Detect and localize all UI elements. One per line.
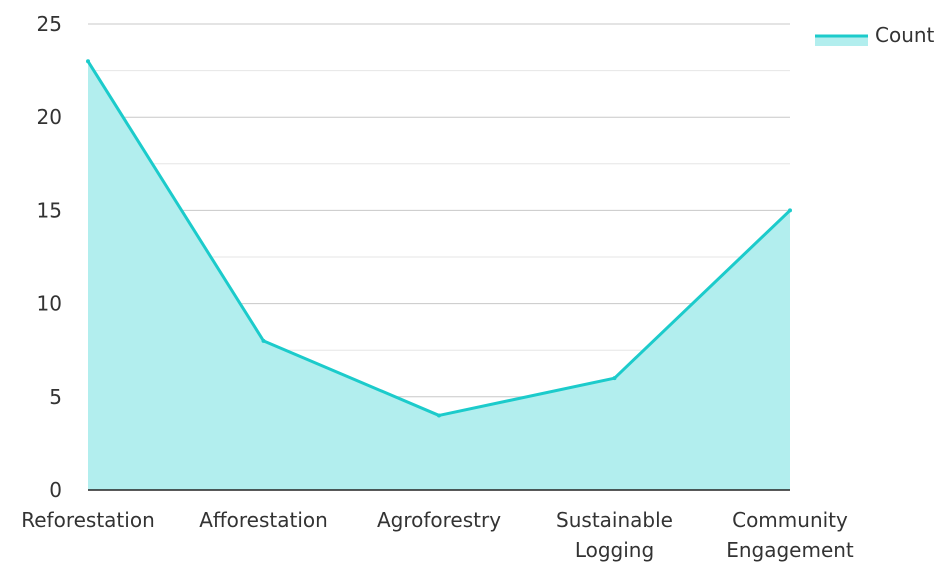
y-tick-label: 0 <box>49 478 62 502</box>
legend-label-count: Count <box>875 23 935 47</box>
x-tick-label: Community Engagement <box>726 508 854 562</box>
y-tick-label: 10 <box>37 292 62 316</box>
data-point <box>437 413 441 418</box>
data-point <box>86 59 90 64</box>
legend: Count <box>815 23 935 47</box>
area-series-layer <box>86 59 792 490</box>
x-tick-label: Afforestation <box>199 508 328 532</box>
y-tick-label: 15 <box>37 198 62 222</box>
x-tick-label: Reforestation <box>21 508 155 532</box>
y-tick-label: 5 <box>49 385 62 409</box>
x-tick-label: Sustainable Logging <box>556 508 673 562</box>
y-tick-label: 20 <box>37 105 62 129</box>
tick-labels-layer: 0 5 10 15 20 25 Reforestation Afforestation Agro… <box>21 12 854 562</box>
data-point <box>788 208 792 213</box>
data-point <box>612 376 617 381</box>
area-fill-count <box>88 61 790 490</box>
data-point <box>261 338 266 343</box>
x-tick-label: Agroforestry <box>377 508 501 532</box>
legend-swatch-fill <box>815 35 868 46</box>
y-tick-label: 25 <box>37 12 62 36</box>
